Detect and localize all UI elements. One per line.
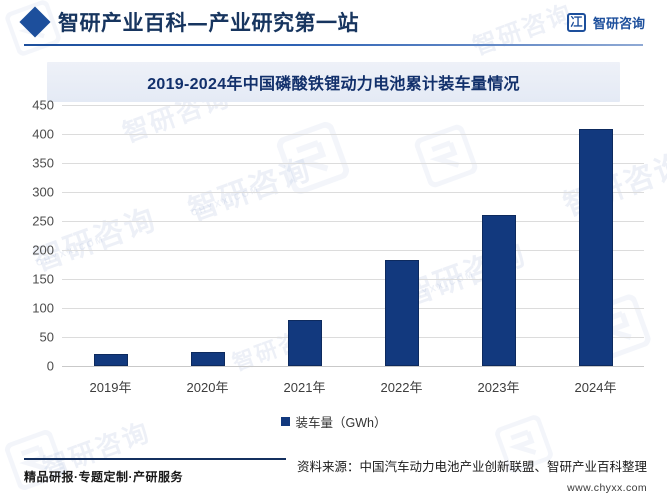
bar[interactable] <box>384 260 419 366</box>
chart-title: 2019-2024年中国磷酸铁锂动力电池累计装车量情况 <box>147 76 520 93</box>
gridline <box>62 250 644 251</box>
bar-slot <box>256 105 353 366</box>
x-axis-tick-label: 2021年 <box>283 380 326 395</box>
page-title: 智研产业百科—产业研究第一站 <box>58 10 359 35</box>
footer-left: 精品研报·专题定制·产研服务 <box>24 458 286 485</box>
bar-slot <box>62 105 159 366</box>
x-axis-tick-label: 2019年 <box>89 380 132 395</box>
bar-slot <box>547 105 644 366</box>
legend-swatch-icon <box>280 416 290 426</box>
gridline <box>62 192 644 193</box>
y-axis-tick-label: 0 <box>46 358 54 374</box>
bar[interactable] <box>287 320 322 366</box>
bar-slot <box>450 105 547 366</box>
chart-legend: 装车量（GWh） <box>0 410 667 432</box>
y-axis: 0 50 100 150 200 250 300 350 400 450 <box>0 98 62 374</box>
footer-divider <box>24 458 286 460</box>
x-axis-tick-label: 2023年 <box>477 380 520 395</box>
y-axis-tick-label: 100 <box>32 300 54 316</box>
y-axis-tick-label: 300 <box>32 184 54 200</box>
chart-plot-area: 0 50 100 150 200 250 300 350 400 450 2019年 2020年 20… <box>0 98 667 405</box>
y-axis-tick-label: 450 <box>32 97 54 113</box>
bar-series <box>62 105 644 366</box>
bar-slot <box>353 105 450 366</box>
y-axis-tick-label: 150 <box>32 271 54 287</box>
y-axis-tick-label: 250 <box>32 213 54 229</box>
zhiyan-logo-icon: 冮 <box>566 12 586 32</box>
gridline <box>62 279 644 280</box>
site-url: www.chyxx.com <box>567 482 647 494</box>
brand-name: 智研咨询 <box>592 15 645 31</box>
x-axis: 2019年 2020年 2021年 2022年 2023年 2024年 <box>62 369 644 395</box>
gridline <box>62 105 644 106</box>
x-axis-tick-label: 2020年 <box>186 380 229 395</box>
gridline <box>62 308 644 309</box>
x-axis-tick-label: 2024年 <box>574 380 617 395</box>
bar-slot <box>159 105 256 366</box>
bar[interactable] <box>190 352 225 366</box>
gridline <box>62 134 644 135</box>
chart-title-bar: 2019-2024年中国磷酸铁锂动力电池累计装车量情况 <box>47 62 620 102</box>
gridline <box>62 221 644 222</box>
bar[interactable] <box>578 129 613 366</box>
y-axis-tick-label: 200 <box>32 242 54 258</box>
y-axis-tick-label: 400 <box>32 126 54 142</box>
page-header: 智研产业百科—产业研究第一站 冮 智研咨询 <box>0 0 667 48</box>
diamond-icon <box>19 6 51 38</box>
footer-right: 资料来源：中国汽车动力电池产业创新联盟、智研产业百科整理 www.chyxx.c… <box>297 456 647 494</box>
axis-baseline <box>62 366 644 367</box>
gridline <box>62 337 644 338</box>
legend-label: 装车量（GWh） <box>295 415 387 430</box>
brand-logo: 冮 智研咨询 <box>566 12 645 32</box>
gridline <box>62 163 644 164</box>
header-divider <box>24 44 643 46</box>
page-footer: 精品研报·专题定制·产研服务 资料来源：中国汽车动力电池产业创新联盟、智研产业百… <box>0 452 667 500</box>
zhiyan-logo-glyph: 冮 <box>570 15 583 29</box>
y-axis-tick-label: 50 <box>39 329 54 345</box>
source-text: 资料来源：中国汽车动力电池产业创新联盟、智研产业百科整理 <box>296 460 647 474</box>
footer-services-text: 精品研报·专题定制·产研服务 <box>24 470 183 484</box>
bar[interactable] <box>481 214 516 366</box>
x-axis-tick-label: 2022年 <box>380 380 423 395</box>
y-axis-tick-label: 350 <box>32 155 54 171</box>
plot-canvas <box>62 105 644 367</box>
bar[interactable] <box>93 354 128 366</box>
